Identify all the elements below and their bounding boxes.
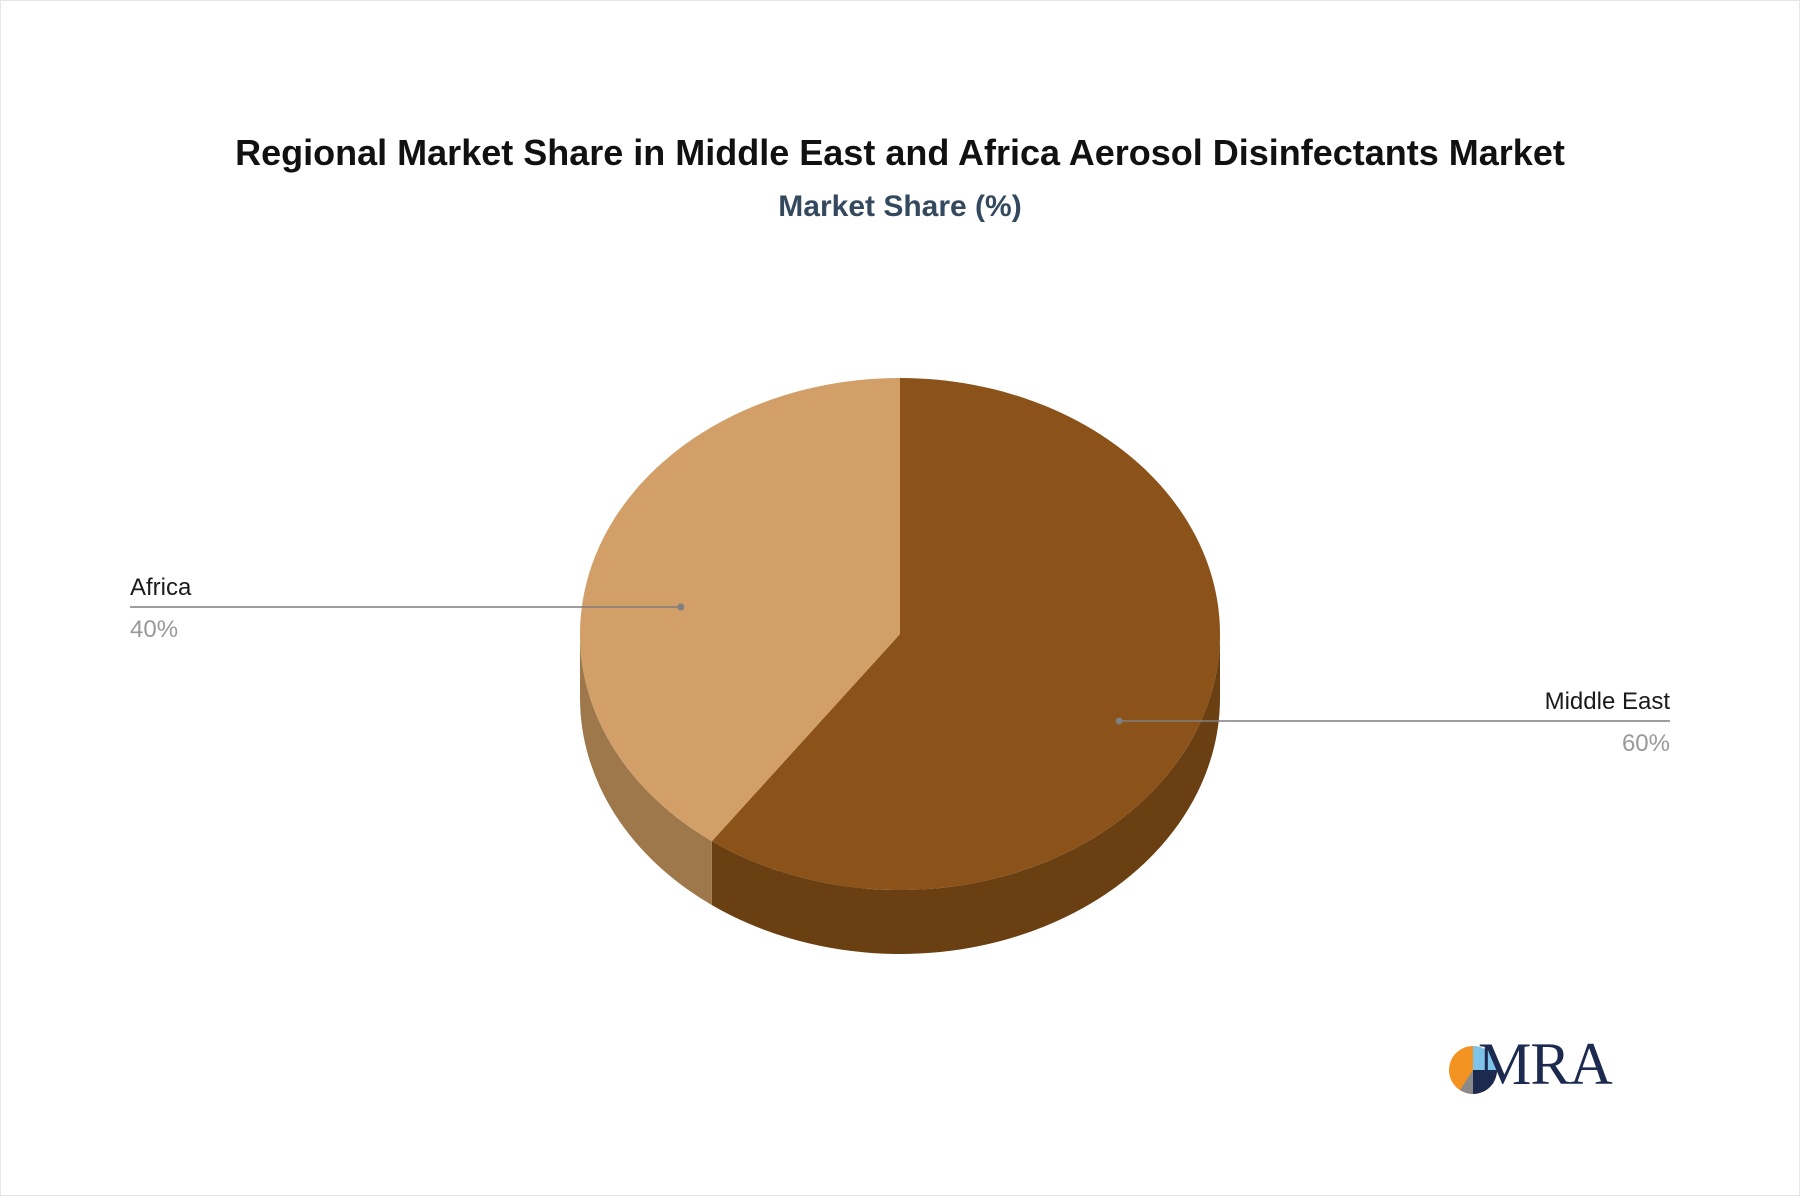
- leader-dot-africa: [677, 603, 685, 611]
- mra-logo-icon: [1449, 1046, 1497, 1094]
- pie-side-middle-east: [711, 634, 1220, 954]
- slice-label-africa: Africa: [130, 574, 192, 601]
- logo-wedge-gray: [1460, 1070, 1473, 1094]
- pie-side-africa: [580, 634, 712, 906]
- leader-dot-middle-east: [1115, 717, 1123, 725]
- slice-label-middle-east: Middle East: [1545, 688, 1671, 715]
- pie-slice-middle-east: [711, 378, 1220, 891]
- chart-subtitle: Market Share (%): [778, 190, 1022, 223]
- logo-wedge-lightblue: [1473, 1046, 1497, 1070]
- chart-title: Regional Market Share in Middle East and…: [235, 132, 1565, 173]
- logo-text: MRA: [1478, 1031, 1613, 1097]
- logo-wedge-navy: [1473, 1070, 1497, 1094]
- slice-value-africa: 40%: [130, 616, 178, 643]
- pie-slice-africa: [580, 378, 900, 842]
- slice-value-middle-east: 60%: [1622, 730, 1670, 757]
